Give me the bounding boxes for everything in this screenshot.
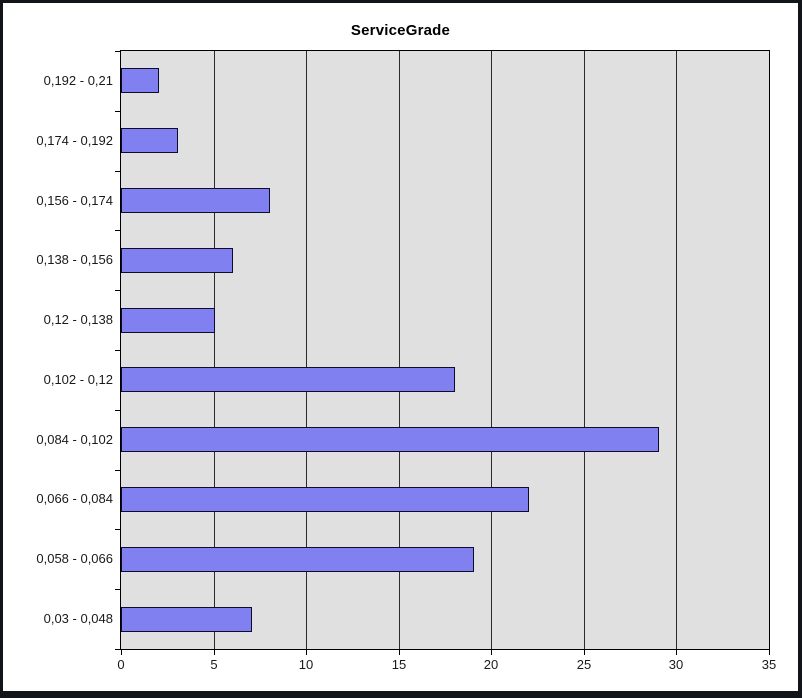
bar-0-066---0-084 bbox=[121, 487, 529, 512]
x-tick-mark bbox=[769, 650, 770, 655]
y-tick-mark bbox=[115, 350, 120, 351]
y-tick-mark bbox=[115, 290, 120, 291]
gridline-x-15 bbox=[399, 51, 400, 649]
gridline-x-20 bbox=[491, 51, 492, 649]
chart-title: ServiceGrade bbox=[350, 22, 451, 39]
x-tick-mark bbox=[306, 650, 307, 655]
bar-0-156---0-174 bbox=[121, 188, 270, 213]
x-axis-label: 10 bbox=[298, 657, 314, 672]
x-tick-mark bbox=[121, 650, 122, 655]
gridline-x-25 bbox=[584, 51, 585, 649]
x-axis-label: 15 bbox=[391, 657, 407, 672]
y-tick-mark bbox=[115, 230, 120, 231]
bar-0-03---0-048 bbox=[121, 607, 252, 632]
x-axis-label: 25 bbox=[576, 657, 592, 672]
x-tick-mark bbox=[214, 650, 215, 655]
bar-0-084---0-102 bbox=[121, 427, 659, 452]
y-tick-mark bbox=[115, 649, 120, 650]
x-axis-label: 20 bbox=[483, 657, 499, 672]
y-tick-mark bbox=[115, 51, 120, 52]
x-tick-mark bbox=[491, 650, 492, 655]
x-tick-mark bbox=[399, 650, 400, 655]
y-tick-mark bbox=[115, 410, 120, 411]
x-tick-mark bbox=[676, 650, 677, 655]
bar-0-102---0-12 bbox=[121, 367, 455, 392]
y-axis-label: 0,066 - 0,084 bbox=[36, 491, 113, 506]
y-axis-label: 0,12 - 0,138 bbox=[43, 312, 113, 327]
y-tick-mark bbox=[115, 589, 120, 590]
y-axis-label: 0,192 - 0,21 bbox=[43, 73, 113, 88]
y-tick-mark bbox=[115, 171, 120, 172]
y-axis-label: 0,174 - 0,192 bbox=[36, 133, 113, 148]
y-axis-label: 0,058 - 0,066 bbox=[36, 551, 113, 566]
bar-0-192---0-21 bbox=[121, 68, 159, 93]
y-axis-label: 0,03 - 0,048 bbox=[43, 611, 113, 626]
y-axis-label: 0,156 - 0,174 bbox=[36, 193, 113, 208]
bar-0-12---0-138 bbox=[121, 308, 215, 333]
plot-area bbox=[120, 50, 770, 650]
gridline-x-10 bbox=[306, 51, 307, 649]
gridline-x-5 bbox=[214, 51, 215, 649]
y-tick-mark bbox=[115, 111, 120, 112]
bar-0-138---0-156 bbox=[121, 248, 233, 273]
x-axis-label: 0 bbox=[117, 657, 125, 672]
x-axis-label: 35 bbox=[761, 657, 777, 672]
y-axis-label: 0,138 - 0,156 bbox=[36, 252, 113, 267]
y-axis-label: 0,102 - 0,12 bbox=[43, 372, 113, 387]
x-axis-label: 5 bbox=[210, 657, 218, 672]
y-tick-mark bbox=[115, 529, 120, 530]
gridline-x-30 bbox=[676, 51, 677, 649]
x-axis-label: 30 bbox=[668, 657, 684, 672]
x-tick-mark bbox=[584, 650, 585, 655]
y-axis-label: 0,084 - 0,102 bbox=[36, 432, 113, 447]
bar-0-058---0-066 bbox=[121, 547, 474, 572]
y-tick-mark bbox=[115, 470, 120, 471]
bar-0-174---0-192 bbox=[121, 128, 178, 153]
